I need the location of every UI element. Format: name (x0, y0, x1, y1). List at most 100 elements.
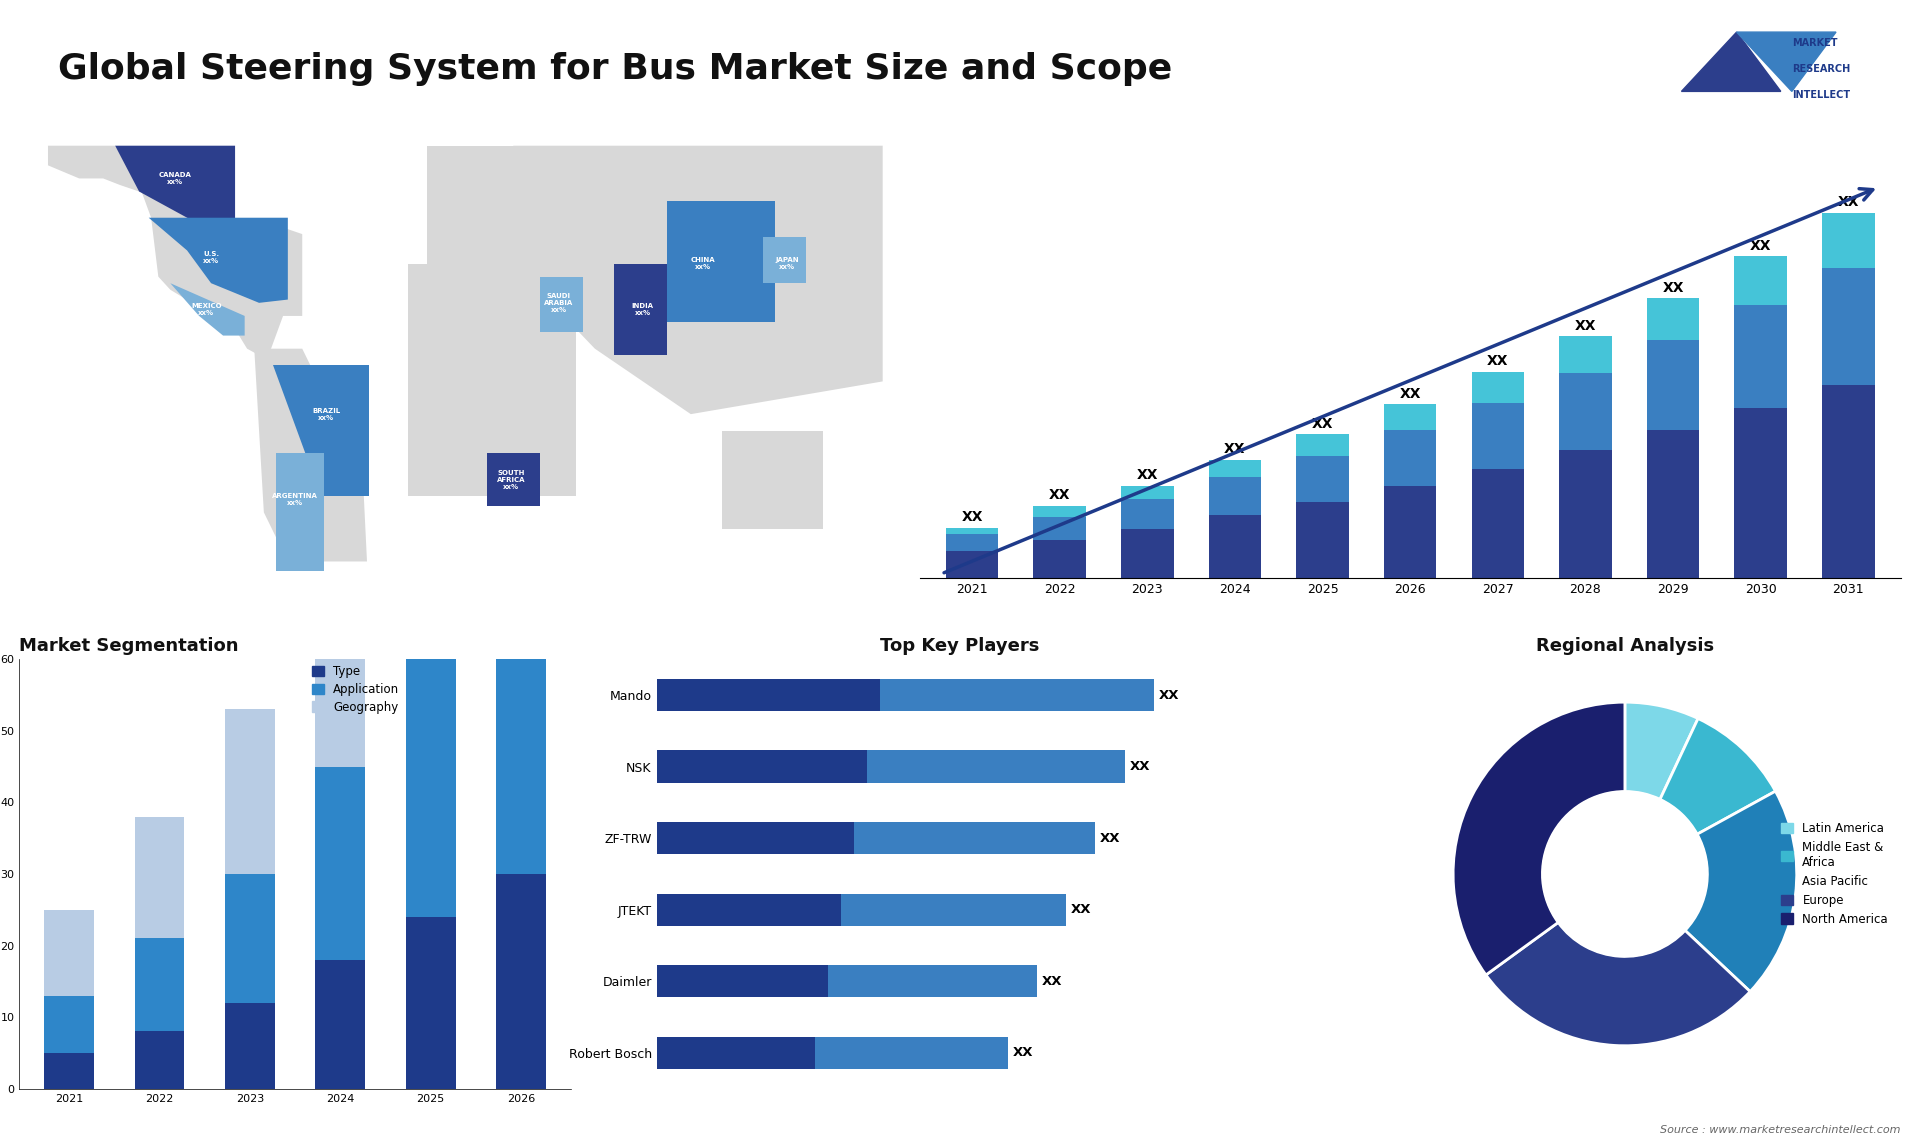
Polygon shape (1682, 32, 1782, 92)
Polygon shape (48, 146, 301, 355)
Bar (44, 910, 94, 996)
Polygon shape (253, 348, 367, 562)
Bar (1734, 256, 1788, 305)
Text: CANADA
xx%: CANADA xx% (159, 172, 192, 185)
Bar (1471, 371, 1524, 402)
Bar (1033, 540, 1087, 578)
Text: XX: XX (1663, 281, 1684, 295)
Text: XX: XX (1100, 832, 1121, 845)
Bar (1734, 408, 1788, 578)
Bar (44, 1053, 94, 1089)
Bar (1471, 402, 1524, 469)
Bar (1121, 529, 1173, 578)
Bar (1210, 478, 1261, 516)
Polygon shape (115, 146, 234, 251)
Bar (1121, 500, 1173, 529)
Text: INTELLECT: INTELLECT (1791, 91, 1851, 101)
Bar (1033, 517, 1087, 540)
Bar (657, 1037, 814, 1069)
Text: MARKET: MARKET (1791, 38, 1837, 48)
Text: INDIA
xx%: INDIA xx% (632, 303, 655, 316)
Text: BRAZIL
xx%: BRAZIL xx% (313, 408, 340, 421)
Text: JAPAN
xx%: JAPAN xx% (776, 257, 799, 270)
Bar (1559, 450, 1611, 578)
Polygon shape (762, 237, 806, 283)
Bar (841, 894, 1066, 926)
Bar (1471, 469, 1524, 578)
Text: XX: XX (1225, 442, 1246, 456)
Legend: Type, Application, Geography: Type, Application, Geography (313, 665, 399, 714)
Bar (225, 874, 275, 1003)
Bar (134, 939, 184, 1031)
Text: Global Steering System for Bus Market Size and Scope: Global Steering System for Bus Market Si… (58, 52, 1171, 86)
Bar (495, 544, 545, 874)
Bar (828, 965, 1037, 997)
Bar (947, 534, 998, 551)
Wedge shape (1661, 719, 1776, 834)
Bar (1033, 505, 1087, 517)
Bar (315, 960, 365, 1089)
Bar (1296, 502, 1350, 578)
Polygon shape (273, 366, 369, 496)
Text: U.S.
xx%: U.S. xx% (204, 251, 219, 264)
Bar (1822, 268, 1874, 385)
Bar (495, 874, 545, 1089)
Text: XX: XX (1749, 238, 1772, 253)
Bar (657, 894, 841, 926)
Bar (315, 531, 365, 767)
Bar (1210, 516, 1261, 578)
Bar (1734, 305, 1788, 408)
Bar (134, 1031, 184, 1089)
Bar (405, 659, 455, 917)
Bar (1210, 460, 1261, 478)
Bar (1559, 372, 1611, 450)
Bar (495, 136, 545, 544)
Bar (1647, 340, 1699, 430)
Text: XX: XX (1311, 416, 1332, 431)
Wedge shape (1486, 923, 1751, 1046)
Bar (881, 678, 1154, 712)
Bar (657, 822, 854, 854)
Polygon shape (1738, 32, 1836, 92)
Bar (1121, 486, 1173, 500)
Text: XX: XX (1071, 903, 1091, 917)
Bar (1647, 298, 1699, 340)
Bar (134, 817, 184, 939)
Bar (1822, 213, 1874, 268)
Circle shape (1542, 792, 1707, 957)
Polygon shape (148, 218, 288, 303)
Bar (315, 767, 365, 960)
Text: XX: XX (1837, 195, 1859, 210)
Polygon shape (488, 454, 540, 505)
Text: XX: XX (1137, 468, 1158, 482)
Polygon shape (722, 431, 822, 528)
Polygon shape (614, 264, 666, 355)
Bar (1384, 405, 1436, 430)
Text: XX: XX (1043, 975, 1062, 988)
Bar (1647, 430, 1699, 578)
Bar (1384, 486, 1436, 578)
Wedge shape (1624, 702, 1697, 800)
Bar (1822, 385, 1874, 578)
Wedge shape (1686, 791, 1797, 991)
Polygon shape (276, 454, 324, 572)
Polygon shape (666, 202, 776, 322)
Bar (657, 678, 881, 712)
Wedge shape (1453, 702, 1624, 975)
Text: RESEARCH: RESEARCH (1791, 64, 1851, 74)
Bar (947, 551, 998, 578)
Text: Market Segmentation: Market Segmentation (19, 637, 238, 654)
Bar (1559, 336, 1611, 372)
Bar (947, 527, 998, 534)
Polygon shape (171, 283, 244, 336)
Bar (225, 709, 275, 874)
Text: CHINA
xx%: CHINA xx% (691, 257, 714, 270)
Legend: Latin America, Middle East &
Africa, Asia Pacific, Europe, North America: Latin America, Middle East & Africa, Asi… (1782, 822, 1887, 926)
Text: XX: XX (1129, 760, 1150, 774)
Text: XX: XX (1012, 1046, 1033, 1059)
Text: ARGENTINA
xx%: ARGENTINA xx% (273, 493, 319, 505)
Bar (814, 1037, 1008, 1069)
Bar (1296, 434, 1350, 456)
Text: XX: XX (1048, 488, 1071, 502)
Text: Source : www.marketresearchintellect.com: Source : www.marketresearchintellect.com (1661, 1124, 1901, 1135)
